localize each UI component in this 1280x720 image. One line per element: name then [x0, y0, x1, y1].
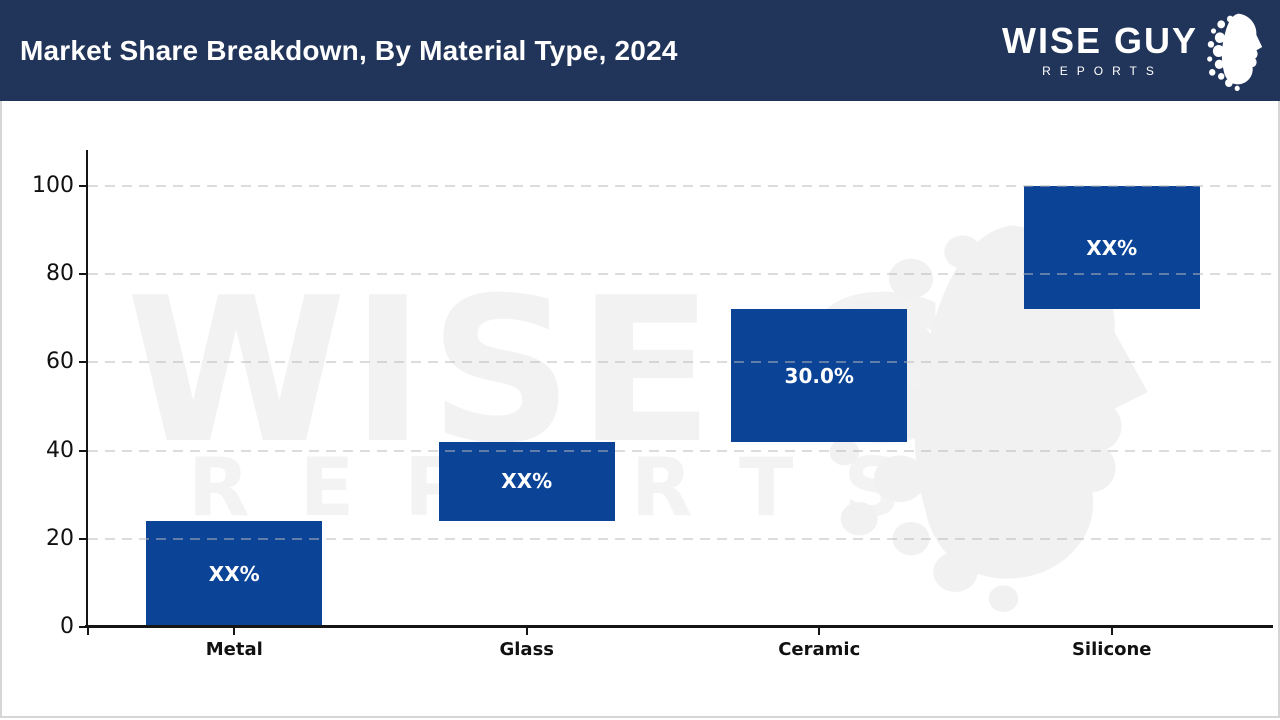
brand-face-icon [1207, 13, 1263, 91]
x-axis-label-glass: Glass [499, 639, 555, 660]
x-tick-metal [233, 628, 236, 635]
bar-value-label-silicone: XX% [1086, 235, 1138, 260]
y-axis-line [86, 150, 88, 627]
brand-logo: WISE GUY REPORTS [1002, 11, 1266, 91]
x-tick-origin [87, 628, 89, 635]
x-axis-label-silicone: Silicone [1071, 639, 1152, 660]
y-tick-label-0: 0 [60, 614, 74, 639]
figure-border-left [0, 100, 2, 716]
figure-border-bottom [0, 716, 1280, 718]
gridline-80 [88, 273, 1272, 276]
x-axis-line [85, 625, 1273, 628]
gridline-60 [88, 361, 1272, 364]
header-bar: Market Share Breakdown, By Material Type… [0, 0, 1280, 101]
x-tick-ceramic [818, 628, 821, 635]
figure-border-right [1278, 100, 1280, 716]
y-tick-label-60: 60 [46, 349, 74, 375]
x-axis-label-metal: Metal [205, 639, 263, 660]
bar-value-label-ceramic: 30.0% [784, 363, 854, 388]
y-tick-label-40: 40 [46, 437, 74, 463]
y-tick-40 [79, 449, 86, 452]
bar-value-label-glass: XX% [501, 469, 553, 494]
y-tick-label-100: 100 [32, 173, 74, 198]
brand-logo-text: WISE GUY REPORTS [1001, 20, 1198, 79]
bar-glass: XX% [438, 441, 615, 522]
y-tick-label-20: 20 [46, 525, 74, 551]
gridline-20 [88, 537, 1272, 540]
x-tick-glass [525, 628, 528, 635]
y-tick-label-80: 80 [46, 261, 74, 287]
y-tick-20 [79, 537, 86, 540]
y-tick-60 [79, 361, 86, 364]
x-axis-label-ceramic: Ceramic [778, 639, 861, 660]
brand-subtitle: REPORTS [1042, 64, 1163, 78]
x-tick-silicone [1110, 628, 1113, 635]
bar-ceramic: 30.0% [731, 309, 908, 442]
y-tick-0 [79, 626, 86, 628]
y-tick-80 [79, 273, 86, 276]
gridline-40 [88, 449, 1272, 452]
bar-value-label-metal: XX% [208, 562, 260, 587]
y-tick-100 [79, 185, 86, 187]
gridline-100 [88, 185, 1272, 187]
bar-silicone: XX% [1023, 186, 1200, 310]
page-title: Market Share Breakdown, By Material Type… [20, 34, 678, 66]
brand-name: WISE GUY [1001, 20, 1198, 61]
